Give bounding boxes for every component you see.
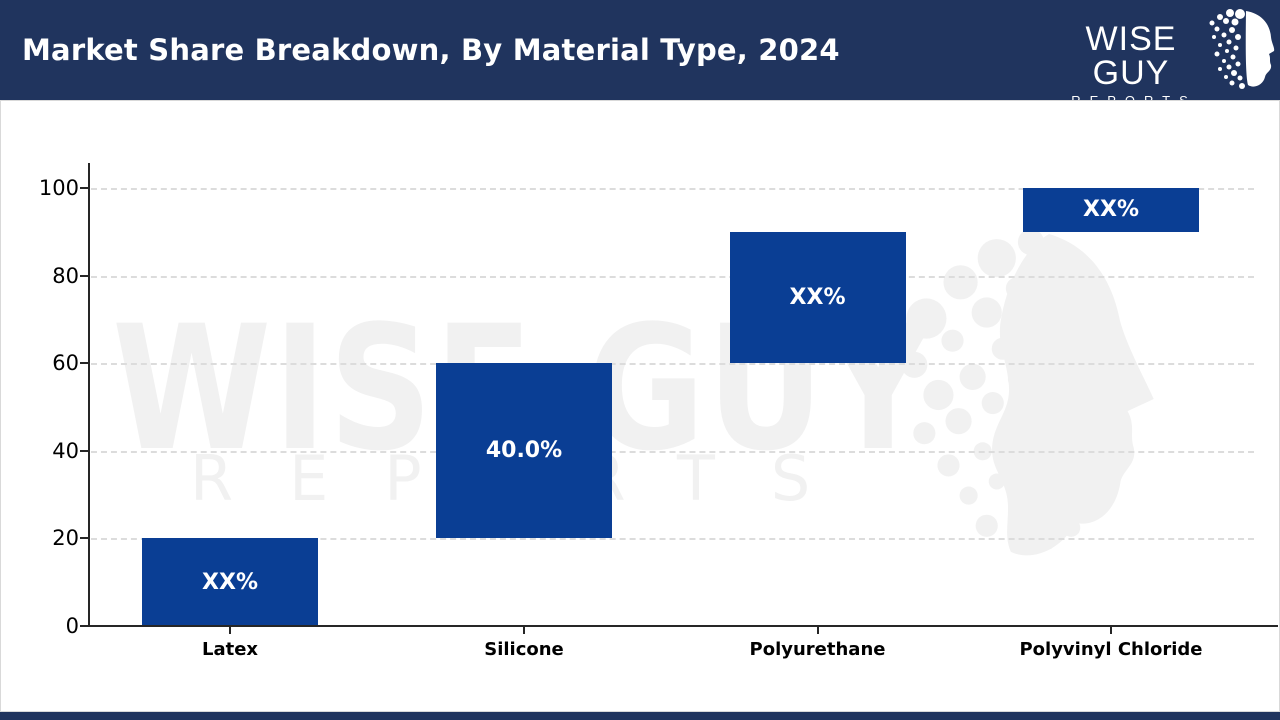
header-bar: Market Share Breakdown, By Material Type… bbox=[0, 0, 1280, 108]
page-title: Market Share Breakdown, By Material Type… bbox=[22, 33, 840, 67]
brand-logo: WISE GUY REPORTS bbox=[1042, 22, 1220, 108]
brand-name: WISE GUY bbox=[1085, 20, 1177, 92]
wiseguy-face-icon bbox=[1209, 9, 1275, 89]
y-axis-line bbox=[88, 163, 90, 627]
watermark-subtext: REPORTS bbox=[190, 442, 867, 515]
watermark-face-icon bbox=[901, 229, 1154, 556]
footer-bar bbox=[0, 712, 1280, 720]
x-axis-line bbox=[88, 625, 1278, 627]
